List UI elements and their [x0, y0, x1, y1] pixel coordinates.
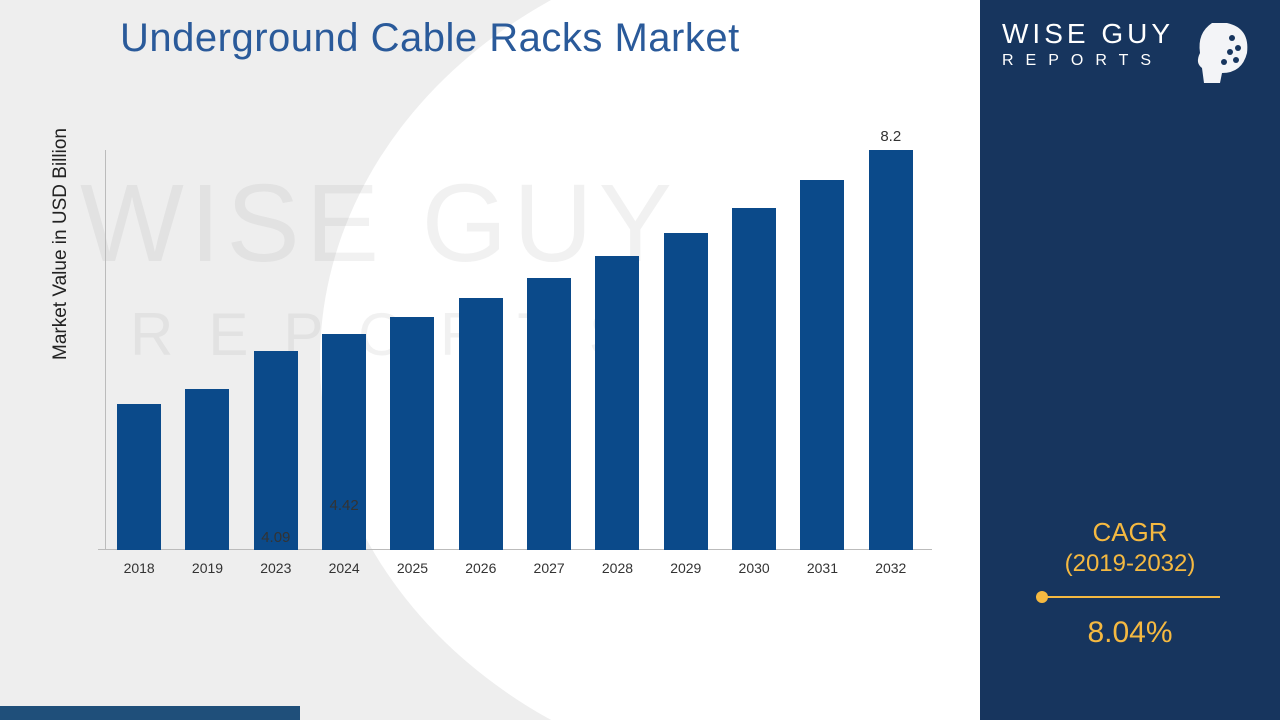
x-tick: 2025: [378, 554, 446, 590]
bar-value-label: 4.09: [246, 529, 306, 546]
x-tick: 2030: [720, 554, 788, 590]
bar-rect: [254, 351, 298, 551]
bar-2018: [105, 404, 173, 550]
cagr-label: CAGR: [1020, 517, 1240, 548]
cagr-block: CAGR (2019-2032) 8.04%: [1020, 517, 1240, 650]
bar-rect: [390, 317, 434, 550]
bar-value-label: 8.2: [861, 128, 921, 145]
bar-2026: [447, 298, 515, 550]
bar-value-label: 4.42: [314, 497, 374, 514]
x-tick: 2023: [242, 554, 310, 590]
chart-area: Market Value in USD Billion 4.094.428.2 …: [60, 130, 940, 590]
bar-2031: [788, 180, 856, 550]
bar-rect: [664, 233, 708, 550]
bar-rect: [185, 389, 229, 550]
bar-2027: [515, 278, 583, 550]
bar-rect: [595, 256, 639, 550]
bar-2032: 8.2: [857, 150, 925, 550]
x-tick: 2019: [173, 554, 241, 590]
y-axis-label: Market Value in USD Billion: [50, 128, 72, 360]
cagr-period: (2019-2032): [1020, 550, 1240, 578]
x-tick: 2024: [310, 554, 378, 590]
bar-rect: [527, 278, 571, 550]
bar-2029: [652, 233, 720, 550]
bar-2024: 4.42: [310, 334, 378, 550]
bar-rect: [459, 298, 503, 550]
bar-2023: 4.09: [242, 351, 310, 551]
infographic-root: WISE GUY REPORTS Underground Cable Racks…: [0, 0, 1280, 720]
bar-rect: [869, 150, 913, 550]
cagr-value: 8.04%: [1020, 616, 1240, 650]
bar-rect: [800, 180, 844, 550]
bar-2030: [720, 208, 788, 550]
x-tick: 2032: [857, 554, 925, 590]
footer-accent-bar: [0, 706, 300, 720]
bar-rect: [322, 334, 366, 550]
chart-title: Underground Cable Racks Market: [120, 16, 740, 61]
x-axis-ticks: 2018201920232024202520262027202820292030…: [105, 554, 925, 590]
cagr-divider: [1040, 596, 1220, 598]
brand-logo: WISE GUY REPORTS: [1002, 18, 1252, 98]
brain-head-icon: [1192, 18, 1252, 88]
bar-2019: [173, 389, 241, 550]
bar-2025: [378, 317, 446, 550]
x-tick: 2031: [788, 554, 856, 590]
x-tick: 2018: [105, 554, 173, 590]
x-tick: 2029: [652, 554, 720, 590]
x-tick: 2026: [447, 554, 515, 590]
bars-container: 4.09 4.42 8.2: [105, 150, 925, 550]
bar-rect: [117, 404, 161, 550]
x-tick: 2027: [515, 554, 583, 590]
bar-2028: [583, 256, 651, 550]
x-tick: 2028: [583, 554, 651, 590]
bar-rect: [732, 208, 776, 550]
